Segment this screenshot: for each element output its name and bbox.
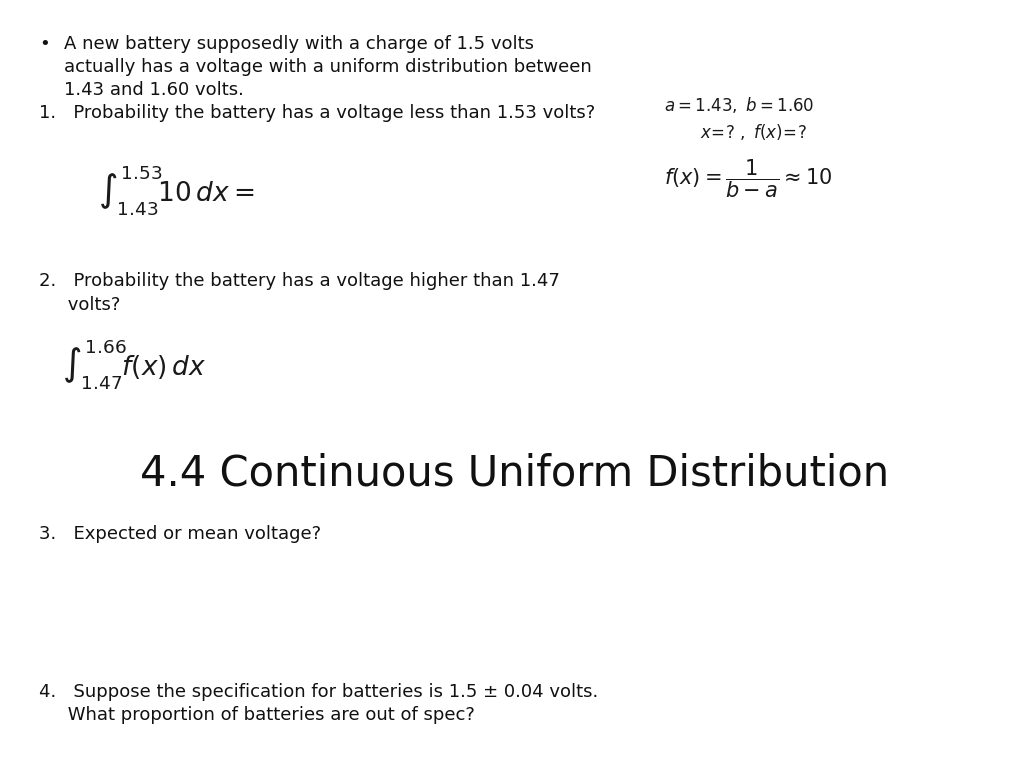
Text: A new battery supposedly with a charge of 1.5 volts: A new battery supposedly with a charge o… bbox=[64, 35, 534, 53]
Text: volts?: volts? bbox=[39, 296, 121, 313]
Text: actually has a voltage with a uniform distribution between: actually has a voltage with a uniform di… bbox=[64, 58, 591, 76]
Text: 1.43 and 1.60 volts.: 1.43 and 1.60 volts. bbox=[64, 81, 244, 99]
Text: $a = 1.43,\ b = 1.60$: $a = 1.43,\ b = 1.60$ bbox=[664, 95, 815, 115]
Text: $\int_{1.43}^{1.53}\!10\,dx =$: $\int_{1.43}^{1.53}\!10\,dx =$ bbox=[98, 163, 254, 217]
Text: •: • bbox=[39, 35, 49, 53]
Text: $x\!=\!?\ ,\ f(x)\!=\!?$: $x\!=\!?\ ,\ f(x)\!=\!?$ bbox=[700, 122, 808, 142]
Text: $\int_{1.47}^{1.66}\!f(x)\,dx$: $\int_{1.47}^{1.66}\!f(x)\,dx$ bbox=[62, 337, 206, 391]
Text: 1.   Probability the battery has a voltage less than 1.53 volts?: 1. Probability the battery has a voltage… bbox=[39, 104, 595, 122]
Text: 3.   Expected or mean voltage?: 3. Expected or mean voltage? bbox=[39, 525, 321, 543]
Text: $f(x) = \dfrac{1}{b-a} \approx 10$: $f(x) = \dfrac{1}{b-a} \approx 10$ bbox=[664, 158, 833, 200]
Text: 4.   Suppose the specification for batteries is 1.5 ± 0.04 volts.: 4. Suppose the specification for batteri… bbox=[39, 683, 598, 700]
Text: What proportion of batteries are out of spec?: What proportion of batteries are out of … bbox=[39, 706, 475, 724]
Text: 4.4 Continuous Uniform Distribution: 4.4 Continuous Uniform Distribution bbox=[140, 453, 890, 495]
Text: 2.   Probability the battery has a voltage higher than 1.47: 2. Probability the battery has a voltage… bbox=[39, 272, 560, 290]
